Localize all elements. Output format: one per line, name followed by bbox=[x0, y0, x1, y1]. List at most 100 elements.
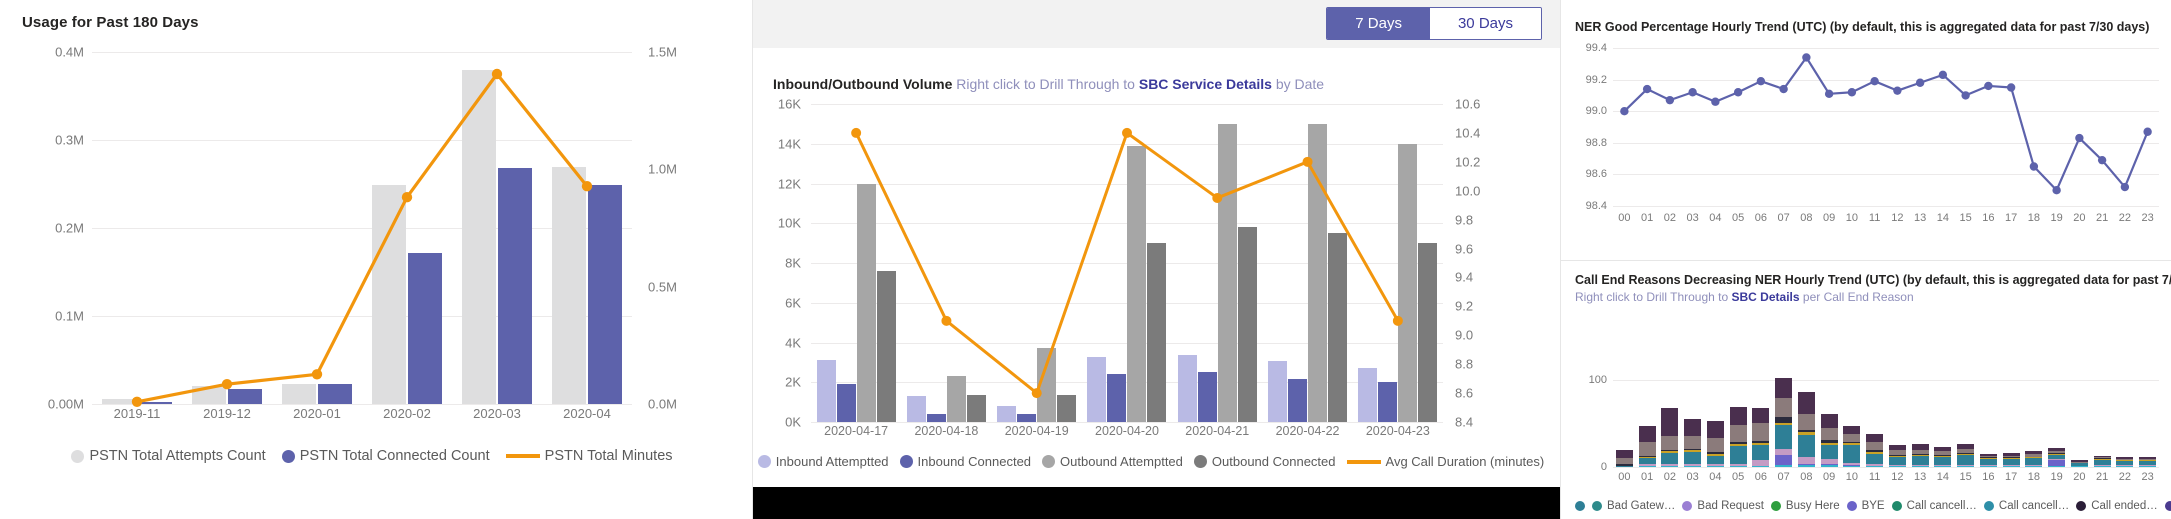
legend-item[interactable]: Avg Call Duration (minutes) bbox=[1346, 454, 1544, 469]
stack-segment[interactable] bbox=[1888, 445, 1906, 451]
call-end-bar-group[interactable] bbox=[1841, 371, 1864, 467]
stack-segment[interactable] bbox=[2048, 454, 2066, 460]
legend-item[interactable]: PSTN Total Minutes bbox=[505, 448, 673, 464]
stacked-bar[interactable] bbox=[1661, 407, 1679, 467]
stack-segment[interactable] bbox=[1684, 435, 1702, 449]
stack-segment[interactable] bbox=[1661, 435, 1679, 450]
stack-segment[interactable] bbox=[2116, 466, 2134, 467]
bar-outbound-connected[interactable] bbox=[876, 270, 896, 422]
stack-segment[interactable] bbox=[1957, 453, 1975, 454]
legend-item[interactable]: Inbound Attemptted bbox=[757, 454, 889, 469]
bar-outbound-attempted[interactable] bbox=[856, 183, 876, 422]
bar-outbound-connected[interactable] bbox=[1057, 395, 1077, 422]
stack-segment[interactable] bbox=[2093, 457, 2111, 459]
stack-segment[interactable] bbox=[2048, 453, 2066, 455]
legend-item[interactable]: Call cancell… bbox=[1891, 500, 1977, 512]
bar-inbound-attempted[interactable] bbox=[816, 360, 836, 422]
call-end-bar-group[interactable] bbox=[2000, 371, 2023, 467]
volume-bar-group[interactable] bbox=[901, 104, 991, 422]
stack-segment[interactable] bbox=[1684, 452, 1702, 465]
stack-segment[interactable] bbox=[1797, 463, 1815, 466]
stack-segment[interactable] bbox=[1661, 466, 1679, 467]
volume-bar-group[interactable] bbox=[1082, 104, 1172, 422]
stack-segment[interactable] bbox=[2048, 453, 2066, 454]
tab-30-days[interactable]: 30 Days bbox=[1429, 8, 1541, 39]
stack-segment[interactable] bbox=[2093, 466, 2111, 467]
stack-segment[interactable] bbox=[1638, 457, 1656, 459]
legend-item[interactable] bbox=[1575, 501, 1585, 511]
stack-segment[interactable] bbox=[1911, 466, 1929, 467]
stack-segment[interactable] bbox=[1820, 465, 1838, 467]
stack-segment[interactable] bbox=[1843, 462, 1861, 466]
stack-segment[interactable] bbox=[1661, 453, 1679, 465]
stack-segment[interactable] bbox=[1684, 448, 1702, 451]
stack-segment[interactable] bbox=[2048, 466, 2066, 467]
stack-segment[interactable] bbox=[1684, 419, 1702, 436]
stacked-bar[interactable] bbox=[1866, 433, 1884, 467]
call-end-bar-group[interactable] bbox=[2091, 371, 2114, 467]
legend-item[interactable]: Call cancell… bbox=[1983, 500, 2069, 512]
call-end-bar-group[interactable] bbox=[1954, 371, 1977, 467]
stack-segment[interactable] bbox=[1729, 466, 1747, 467]
call-end-bar-group[interactable] bbox=[1704, 371, 1727, 467]
legend-item[interactable]: Outbound Connected bbox=[1193, 454, 1336, 469]
stack-segment[interactable] bbox=[2093, 458, 2111, 460]
stack-segment[interactable] bbox=[2139, 465, 2157, 467]
legend-item[interactable]: Busy Here bbox=[1770, 500, 1840, 512]
stacked-bar[interactable] bbox=[2048, 447, 2066, 467]
usage-legend[interactable]: PSTN Total Attempts Count PSTN Total Conn… bbox=[71, 448, 673, 464]
stack-segment[interactable] bbox=[1957, 454, 1975, 466]
stack-segment[interactable] bbox=[2025, 465, 2043, 467]
stack-segment[interactable] bbox=[1729, 406, 1747, 426]
stack-segment[interactable] bbox=[1979, 454, 1997, 456]
stack-segment[interactable] bbox=[1820, 442, 1838, 446]
stack-segment[interactable] bbox=[1979, 455, 1997, 458]
stack-segment[interactable] bbox=[1957, 453, 1975, 455]
stacked-bar[interactable] bbox=[1684, 419, 1702, 467]
usage-bar-group[interactable] bbox=[92, 52, 182, 404]
stacked-bar[interactable] bbox=[1843, 426, 1861, 467]
stack-segment[interactable] bbox=[1934, 456, 1952, 466]
stack-segment[interactable] bbox=[1866, 450, 1884, 453]
bar-outbound-connected[interactable] bbox=[966, 395, 986, 422]
bar-pstn-connected[interactable] bbox=[228, 389, 262, 404]
stack-segment[interactable] bbox=[2025, 453, 2043, 457]
stack-segment[interactable] bbox=[1957, 465, 1975, 467]
call-end-bar-group[interactable] bbox=[1750, 371, 1773, 467]
stack-segment[interactable] bbox=[2139, 459, 2157, 461]
stack-segment[interactable] bbox=[1661, 449, 1679, 452]
stack-segment[interactable] bbox=[1979, 459, 1997, 466]
stack-segment[interactable] bbox=[2116, 460, 2134, 466]
bar-outbound-connected[interactable] bbox=[1328, 233, 1348, 422]
stack-segment[interactable] bbox=[1729, 441, 1747, 445]
stack-segment[interactable] bbox=[1638, 466, 1656, 467]
stack-segment[interactable] bbox=[1888, 456, 1906, 466]
stack-segment[interactable] bbox=[1661, 464, 1679, 467]
bar-outbound-attempted[interactable] bbox=[1398, 143, 1418, 422]
stacked-bar[interactable] bbox=[1888, 445, 1906, 467]
stacked-bar[interactable] bbox=[1706, 420, 1724, 467]
bar-inbound-connected[interactable] bbox=[1288, 379, 1308, 422]
stack-segment[interactable] bbox=[2002, 457, 2020, 459]
call-end-legend[interactable]: Bad Gatew… Bad Request Busy Here BYE Call ca… bbox=[1575, 499, 2171, 513]
stack-segment[interactable] bbox=[2048, 459, 2066, 461]
stack-segment[interactable] bbox=[1775, 465, 1793, 467]
volume-bar-group[interactable] bbox=[1353, 104, 1443, 422]
bar-inbound-attempted[interactable] bbox=[1268, 361, 1288, 422]
stack-segment[interactable] bbox=[2002, 466, 2020, 467]
stack-segment[interactable] bbox=[1888, 465, 1906, 467]
stack-segment[interactable] bbox=[1752, 443, 1770, 446]
stack-segment[interactable] bbox=[1957, 448, 1975, 454]
stack-segment[interactable] bbox=[1775, 425, 1793, 449]
stack-segment[interactable] bbox=[2139, 466, 2157, 467]
stack-segment[interactable] bbox=[2002, 453, 2020, 456]
stack-segment[interactable] bbox=[1820, 459, 1838, 465]
call-end-bar-group[interactable] bbox=[1909, 371, 1932, 467]
stack-segment[interactable] bbox=[1866, 466, 1884, 467]
stack-segment[interactable] bbox=[1866, 453, 1884, 465]
stack-segment[interactable] bbox=[2070, 461, 2088, 463]
stack-segment[interactable] bbox=[1820, 440, 1838, 443]
stack-segment[interactable] bbox=[1797, 456, 1815, 464]
stack-segment[interactable] bbox=[1911, 449, 1929, 454]
stack-segment[interactable] bbox=[1775, 378, 1793, 399]
